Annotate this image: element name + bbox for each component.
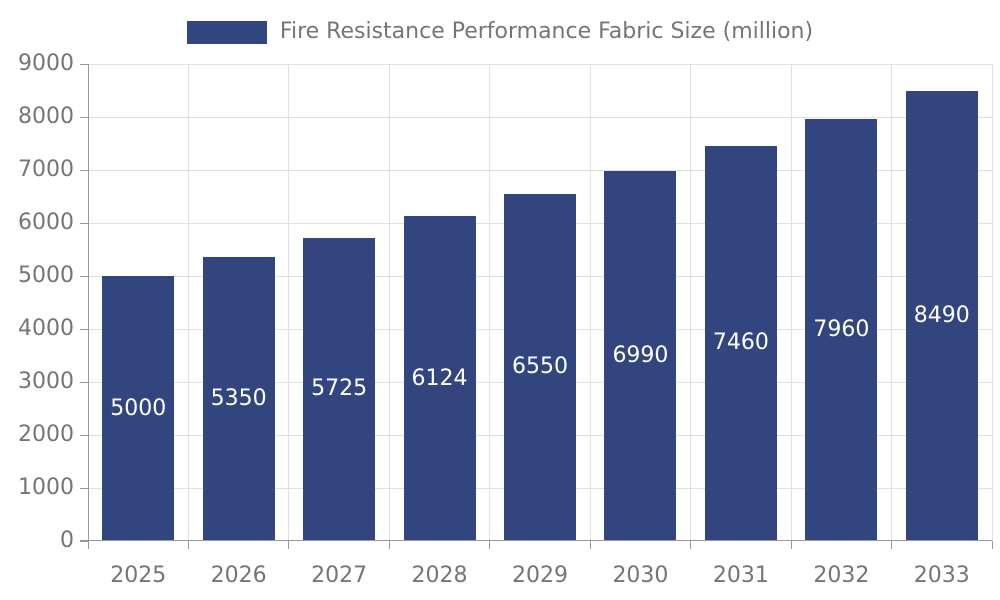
bar <box>604 170 677 541</box>
bar-value-label: 5350 <box>210 386 267 412</box>
bar-value-label: 6124 <box>411 365 468 391</box>
plot-area: 0 1000 2000 3000 4000 5000 6000 7000 8000 9000 500… <box>18 51 993 588</box>
x-axis-tick <box>388 541 390 549</box>
bar <box>905 91 978 541</box>
gridline-vertical <box>891 64 893 541</box>
y-axis-label: 6000 <box>18 210 74 235</box>
bar-value-label: 7460 <box>712 330 769 356</box>
legend-swatch <box>186 20 267 44</box>
y-axis-label: 8000 <box>18 104 74 129</box>
bar-value-label: 6550 <box>512 354 568 380</box>
gridline-vertical <box>388 64 390 541</box>
y-axis-tick <box>80 540 88 542</box>
y-axis-label: 7000 <box>18 157 74 182</box>
legend-label: Fire Resistance Performance Fabric Size … <box>279 19 814 44</box>
x-axis-tick <box>187 541 189 549</box>
y-axis-tick <box>80 328 88 330</box>
y-axis-label: 0 <box>60 528 74 553</box>
legend[interactable]: Fire Resistance Performance Fabric Size … <box>0 18 1000 46</box>
gridline-horizontal <box>80 63 992 65</box>
y-axis-label: 3000 <box>18 369 74 394</box>
x-axis-label: 2033 <box>913 563 970 588</box>
bar <box>704 145 777 541</box>
y-axis-label: 2000 <box>18 422 74 447</box>
y-axis-line <box>87 64 89 549</box>
bar-value-label: 5000 <box>110 395 167 421</box>
gridline-horizontal <box>80 169 992 171</box>
x-axis-tick <box>690 541 692 549</box>
y-axis-label: 9000 <box>18 51 74 76</box>
bar-value-label: 5725 <box>311 376 368 402</box>
y-axis-tick <box>80 381 88 383</box>
x-axis-label: 2030 <box>612 563 669 588</box>
bar <box>504 193 576 541</box>
gridline-horizontal <box>80 116 992 118</box>
y-axis-tick <box>80 63 88 65</box>
x-axis-tick <box>589 541 591 549</box>
y-axis-tick <box>80 434 88 436</box>
gridline-vertical <box>288 64 290 541</box>
gridline-vertical <box>991 64 993 541</box>
y-axis-tick <box>80 487 88 489</box>
y-axis-tick <box>80 116 88 118</box>
gridline-vertical <box>589 64 591 541</box>
y-axis-tick <box>80 275 88 277</box>
gridline-vertical <box>187 64 189 541</box>
x-axis-label: 2029 <box>512 563 568 588</box>
bar <box>403 216 476 541</box>
x-axis-tick <box>489 541 491 549</box>
x-axis-label: 2028 <box>411 563 468 588</box>
y-axis-label: 4000 <box>18 316 74 341</box>
x-axis-label: 2031 <box>712 563 769 588</box>
x-axis-tick <box>790 541 792 549</box>
x-axis-label: 2032 <box>813 563 870 588</box>
gridline-vertical <box>690 64 692 541</box>
y-axis-tick <box>80 222 88 224</box>
x-axis-line <box>80 540 992 541</box>
x-axis-tick <box>891 541 893 549</box>
bar <box>805 119 878 541</box>
bar <box>102 276 175 541</box>
gridline-vertical <box>489 64 491 541</box>
gridline-vertical <box>790 64 792 541</box>
y-axis-label: 5000 <box>18 263 74 288</box>
x-axis-label: 2025 <box>110 563 167 588</box>
bar <box>202 257 275 541</box>
bar-value-label: 7960 <box>813 317 870 343</box>
x-axis-label: 2027 <box>311 563 368 588</box>
x-axis-tick <box>288 541 290 549</box>
x-axis-label: 2026 <box>210 563 267 588</box>
y-axis-tick <box>80 169 88 171</box>
x-axis-tick <box>991 541 993 549</box>
y-axis-label: 1000 <box>18 475 74 500</box>
bar <box>303 237 376 541</box>
bar-value-label: 8490 <box>913 303 970 328</box>
bar-value-label: 6990 <box>612 342 669 368</box>
